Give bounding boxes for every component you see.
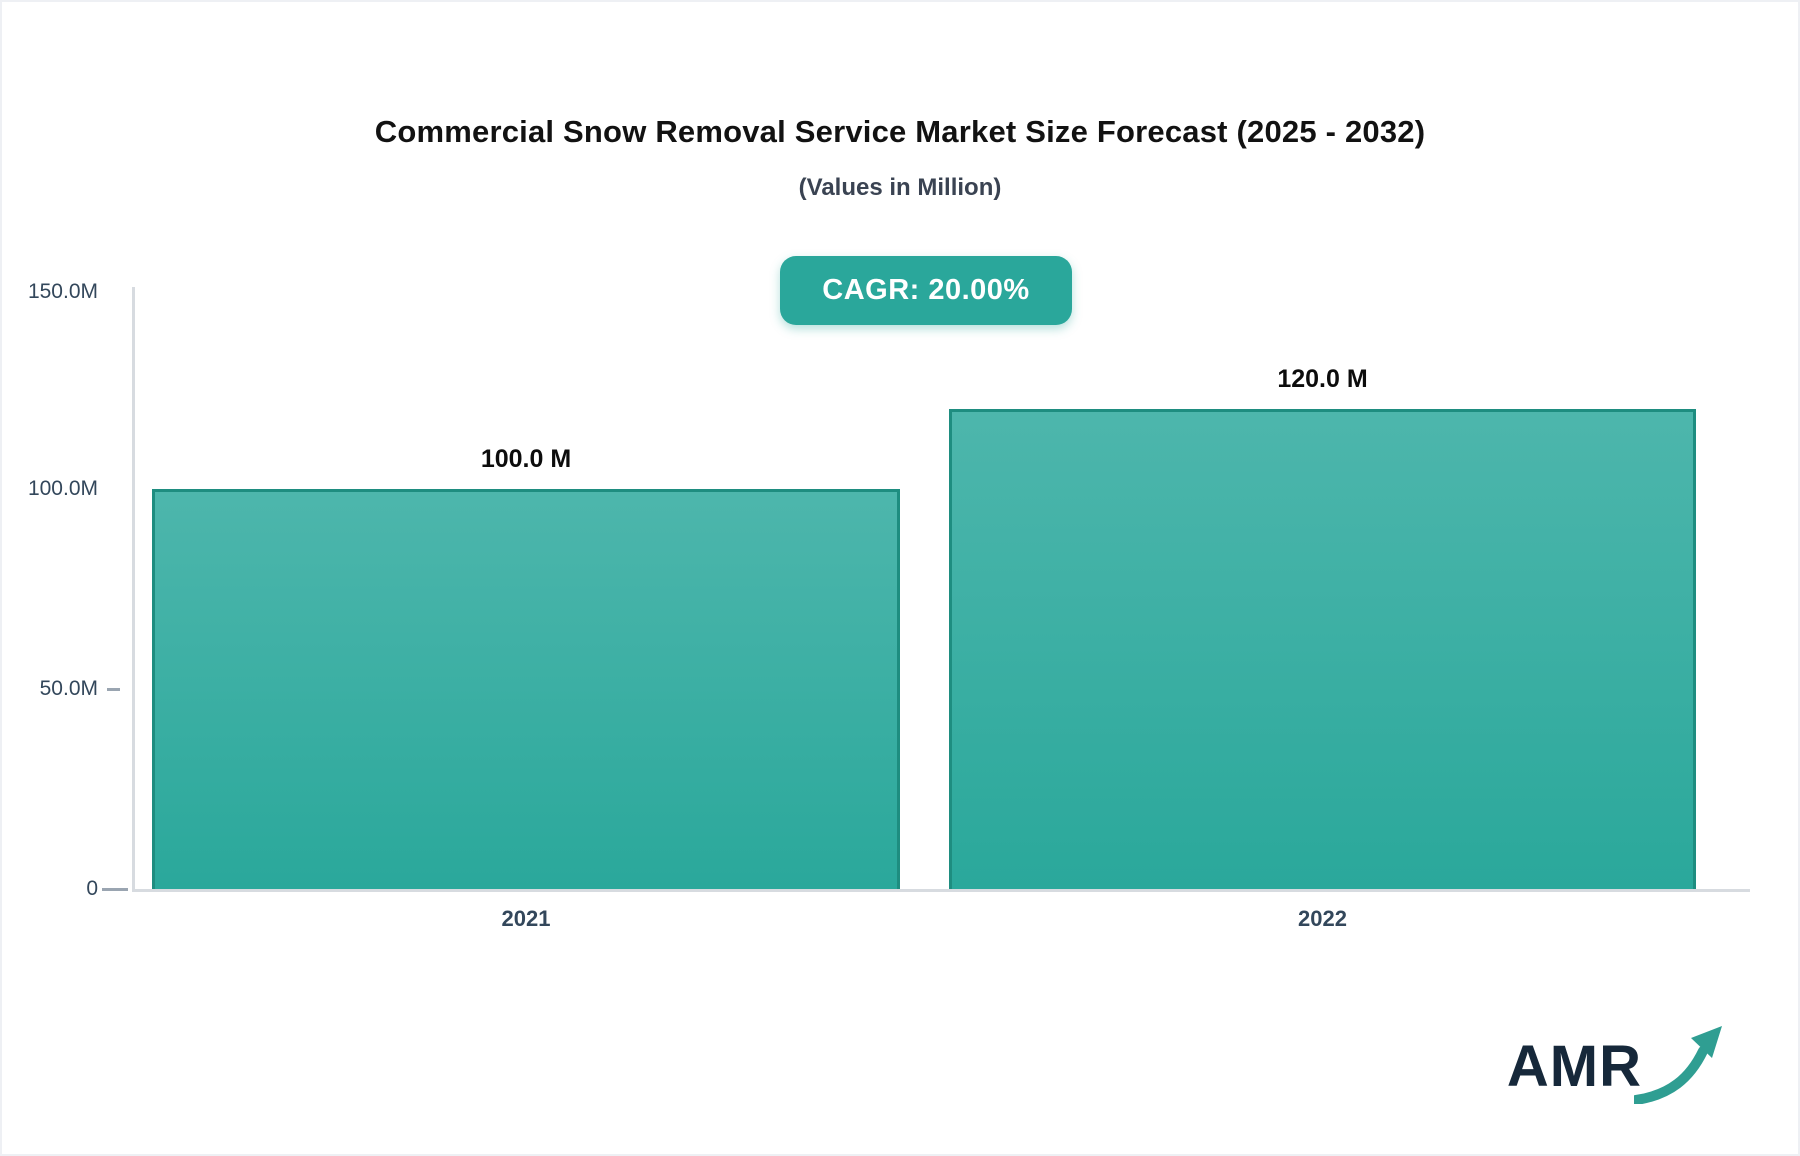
y-tick-label-150: 150.0M [27,280,98,303]
growth-arrow-icon [1634,1026,1722,1104]
amr-logo-text: AMR [1506,1034,1642,1099]
y-tick-label-50: 50.0M [39,677,98,700]
x-axis-line [132,889,1750,892]
arrow-swoosh [1634,1046,1708,1104]
chart-title: Commercial Snow Removal Service Market S… [374,114,1426,149]
cagr-badge-label: CAGR: 20.00% [822,274,1030,306]
bar-value-label-0: 100.0 M [480,445,572,473]
amr-logo: AMR [1506,1026,1726,1107]
y-tick-label-100: 100.0M [27,477,98,500]
cagr-badge: CAGR: 20.00% [780,256,1072,325]
bar-0[interactable] [152,489,900,889]
y-tick-mark-50 [107,688,120,691]
bar-1[interactable] [949,409,1696,889]
x-tick-label-2021: 2021 [501,906,551,931]
chart-subtitle: (Values in Million) [798,174,1002,201]
y-axis-line [132,287,135,892]
bar-value-label-1: 120.0 M [1277,365,1368,393]
y-tick-mark-0 [102,888,128,891]
y-tick-label-0: 0 [86,877,98,900]
x-tick-label-2022: 2022 [1298,906,1347,931]
arrow-head [1691,1026,1722,1058]
